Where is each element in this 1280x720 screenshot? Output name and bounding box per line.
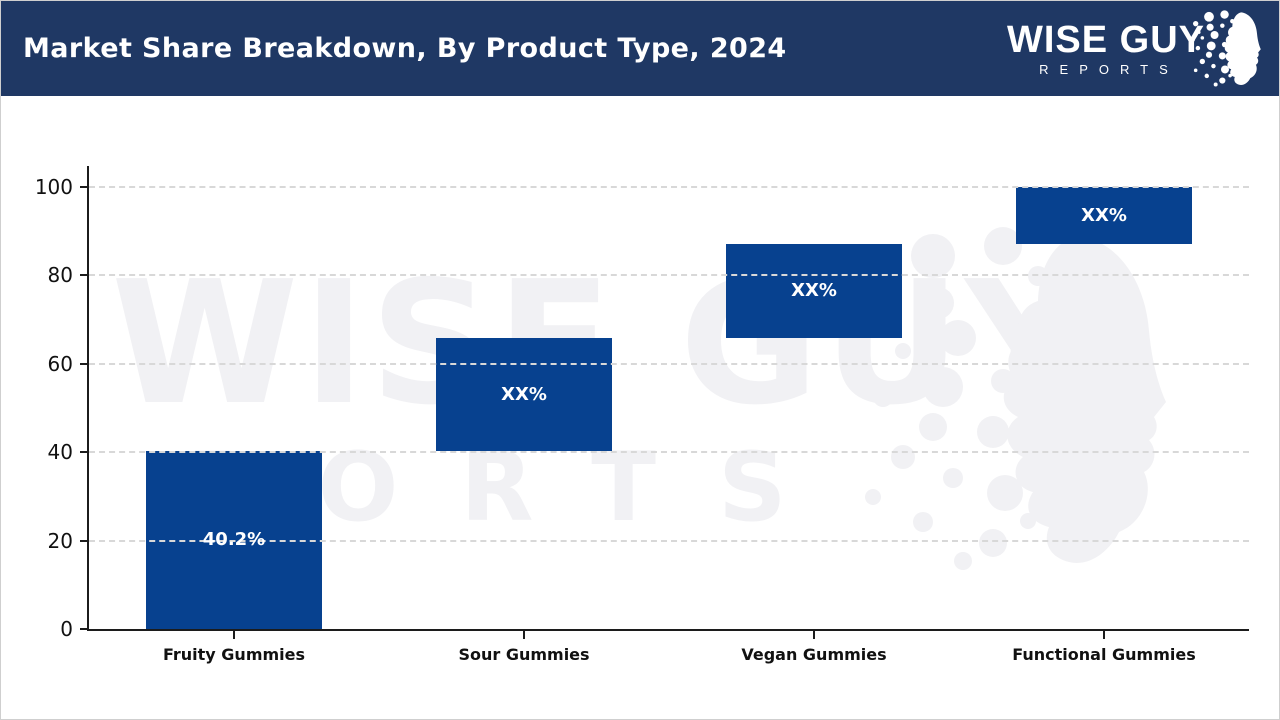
logo-text: WISE GUY REPORTS	[1006, 19, 1205, 77]
gridline-80	[89, 274, 1249, 277]
y-tick-80	[80, 274, 88, 277]
y-tick-40	[80, 451, 88, 454]
x-axis-spine	[87, 629, 1249, 631]
y-tick-label-80: 80	[47, 263, 73, 288]
x-category-label: Sour Gummies	[458, 645, 590, 664]
header: Market Share Breakdown, By Product Type,…	[1, 1, 1279, 96]
bar-value-label: 40.2%	[202, 529, 266, 551]
y-tick-60	[80, 362, 88, 365]
bar-value-label: XX%	[1081, 204, 1127, 226]
y-tick-label-60: 60	[47, 351, 73, 376]
y-tick-label-20: 20	[47, 528, 73, 553]
x-tick-2	[813, 631, 815, 639]
y-tick-label-40: 40	[47, 440, 73, 465]
y-axis-spine	[87, 166, 89, 631]
y-tick-100	[80, 186, 88, 188]
gridline-100	[89, 186, 1249, 188]
x-tick-3	[1103, 631, 1105, 639]
y-tick-0	[80, 628, 88, 630]
x-category-label: Functional Gummies	[1012, 645, 1196, 664]
logo-wordmark: WISE GUY	[1006, 19, 1205, 62]
gridline-20	[89, 539, 1249, 542]
y-tick-label-0: 0	[60, 617, 73, 641]
x-tick-0	[233, 631, 235, 639]
bar-value-label: XX%	[501, 383, 547, 405]
gridline-40	[89, 451, 1249, 454]
bar-value-label: XX%	[791, 280, 837, 302]
x-category-label: Vegan Gummies	[741, 645, 887, 664]
logo-subtext: REPORTS	[1039, 61, 1179, 77]
wiseguy-logo: WISE GUY REPORTS	[1007, 9, 1267, 89]
x-tick-1	[523, 631, 525, 639]
y-tick-20	[80, 539, 88, 542]
page-title: Market Share Breakdown, By Product Type,…	[23, 33, 787, 64]
chart-area: WISE GUY PORTS 0 20 40 60 80 100 40.2% Fruity G…	[1, 96, 1279, 719]
y-tick-label-100: 100	[34, 175, 73, 199]
gridline-60	[89, 362, 1249, 365]
x-category-label: Fruity Gummies	[162, 645, 306, 664]
bar-sour-gummies	[436, 338, 612, 452]
